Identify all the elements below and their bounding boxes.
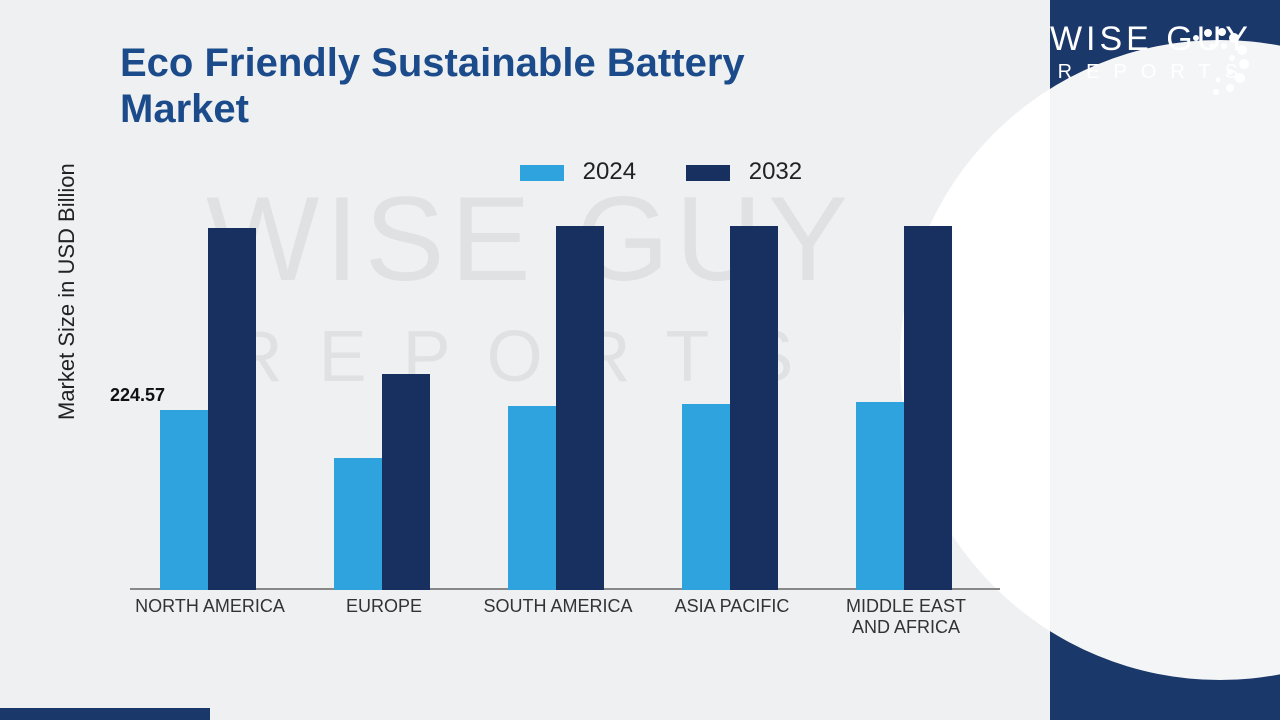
bar-2024 [334,458,382,590]
bar-2032 [208,228,256,590]
brand-logo: WISE GUY REPORTS [972,20,1252,84]
bar-2024 [856,402,904,590]
bar-2032 [730,226,778,590]
x-axis-label: NORTH AMERICA [130,590,290,617]
bar-2024 [682,404,730,590]
bar-2032 [556,226,604,590]
chart-area: Market Size in USD Billion NORTH AMERICA… [70,160,1020,690]
x-axis-label: MIDDLE EAST AND AFRICA [826,590,986,637]
x-axis-label: SOUTH AMERICA [478,590,638,617]
bar-2024 [160,410,208,590]
chart-title: Eco Friendly Sustainable Battery Market [120,40,840,132]
y-axis-label: Market Size in USD Billion [54,163,80,420]
brand-dots-icon [1178,24,1252,98]
bar-data-label: 224.57 [110,385,165,406]
x-axis-label: EUROPE [304,590,464,617]
footer-accent-bar [0,708,210,720]
x-axis-label: ASIA PACIFIC [652,590,812,617]
bar-2032 [382,374,430,590]
page: WISE GUY REPORTS Eco Friendly Sustainabl… [0,0,1280,720]
bar-2032 [904,226,952,590]
bar-2024 [508,406,556,590]
plot-area: NORTH AMERICA224.57EUROPESOUTH AMERICAAS… [130,190,1000,590]
